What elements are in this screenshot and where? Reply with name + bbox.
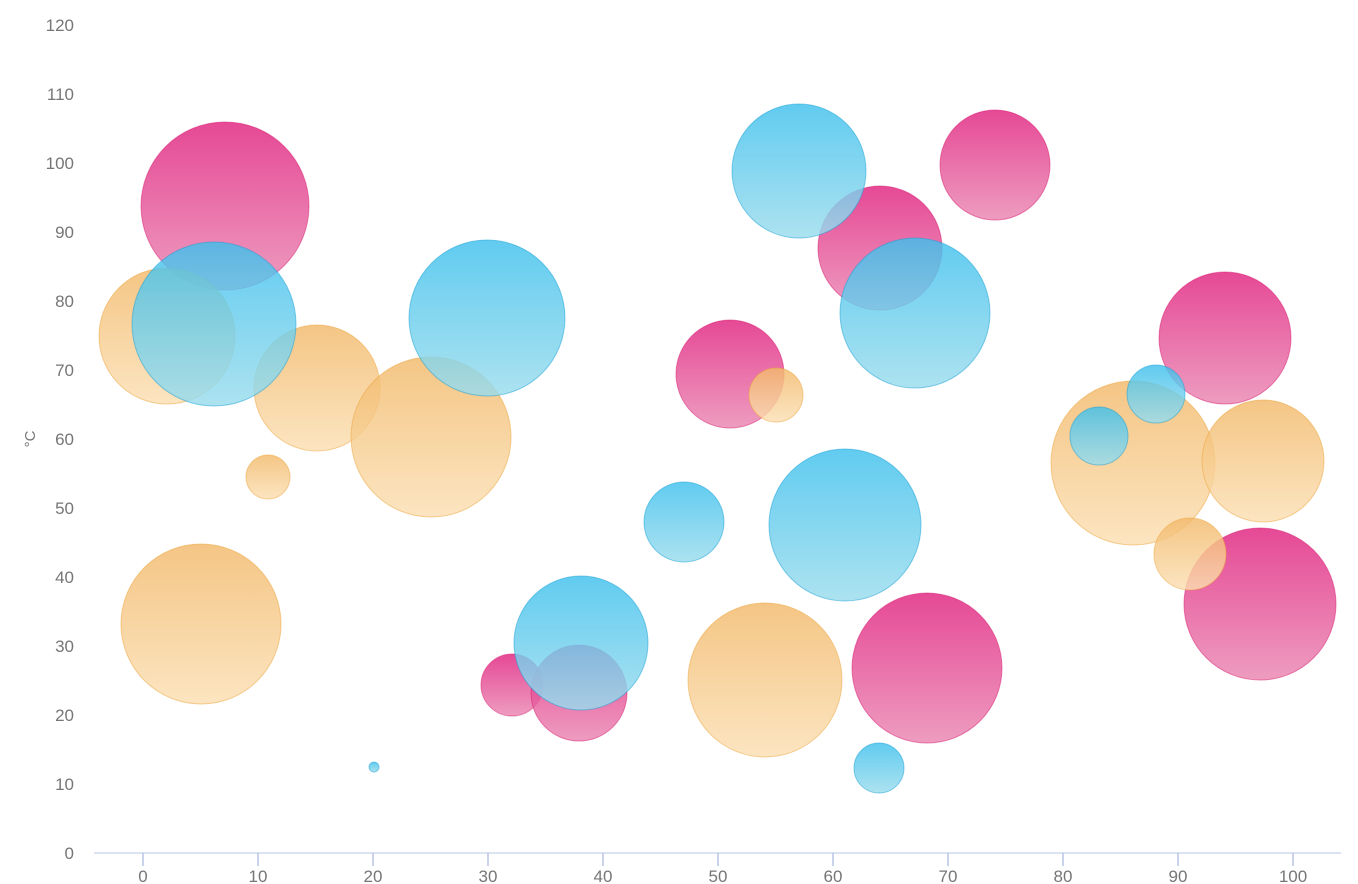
svg-text:110: 110 bbox=[47, 85, 74, 104]
svg-text:°C: °C bbox=[22, 430, 39, 447]
svg-text:40: 40 bbox=[594, 867, 613, 884]
svg-text:90: 90 bbox=[1169, 867, 1188, 884]
svg-text:30: 30 bbox=[55, 637, 74, 656]
svg-text:40: 40 bbox=[55, 568, 74, 587]
svg-text:10: 10 bbox=[55, 775, 74, 794]
svg-text:10: 10 bbox=[249, 867, 268, 884]
svg-text:30: 30 bbox=[479, 867, 498, 884]
svg-text:20: 20 bbox=[55, 706, 74, 725]
svg-text:70: 70 bbox=[55, 361, 74, 380]
svg-text:120: 120 bbox=[46, 16, 74, 35]
svg-text:20: 20 bbox=[364, 867, 383, 884]
svg-text:0: 0 bbox=[138, 867, 147, 884]
svg-text:80: 80 bbox=[1054, 867, 1073, 884]
svg-text:100: 100 bbox=[46, 154, 74, 173]
svg-text:60: 60 bbox=[55, 430, 74, 449]
svg-text:50: 50 bbox=[709, 867, 728, 884]
svg-text:70: 70 bbox=[939, 867, 958, 884]
svg-text:50: 50 bbox=[55, 499, 74, 518]
svg-text:90: 90 bbox=[55, 223, 74, 242]
svg-text:60: 60 bbox=[824, 867, 843, 884]
svg-text:100: 100 bbox=[1279, 867, 1307, 884]
svg-text:0: 0 bbox=[65, 844, 74, 863]
svg-text:80: 80 bbox=[55, 292, 74, 311]
